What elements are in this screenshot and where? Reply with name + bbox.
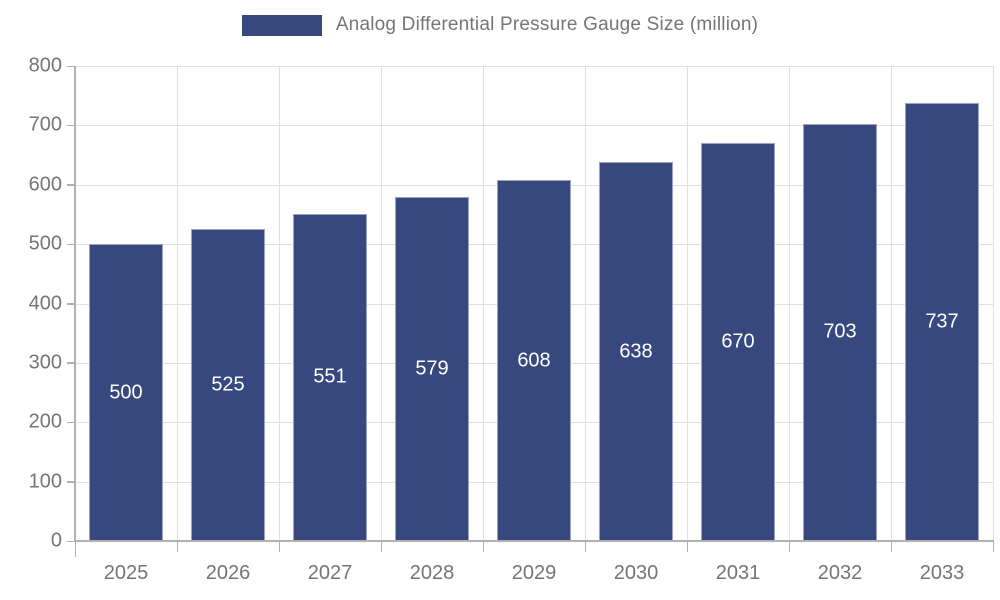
bar: 525 (191, 229, 265, 541)
x-tick-label: 2029 (511, 562, 557, 584)
y-tick-label: 600 (28, 173, 62, 196)
gridline-vertical (585, 66, 586, 541)
x-tick-label: 2033 (919, 562, 965, 584)
x-tick (176, 541, 178, 552)
gridline-vertical (177, 66, 178, 541)
y-tick (67, 303, 75, 305)
bar: 703 (803, 123, 877, 541)
y-tick (67, 481, 75, 483)
y-tick-label: 200 (28, 410, 62, 433)
legend: Analog Differential Pressure Gauge Size … (0, 14, 1000, 36)
y-tick (67, 243, 75, 246)
bar-value-label: 525 (211, 373, 245, 396)
y-tick-label: 700 (28, 113, 62, 136)
x-tick-label: 2026 (205, 562, 251, 584)
bar-value-label: 608 (517, 349, 551, 371)
bar-value-label: 737 (925, 310, 959, 333)
y-tick (67, 65, 75, 67)
bar-value-label: 500 (109, 381, 143, 404)
x-tick-label: 2030 (613, 562, 659, 584)
x-tick (584, 541, 586, 552)
bar: 638 (599, 162, 673, 541)
y-tick-label: 400 (28, 292, 62, 314)
legend-label: Analog Differential Pressure Gauge Size … (335, 14, 759, 35)
bar-value-label: 638 (619, 340, 653, 363)
gridline-horizontal (75, 125, 993, 127)
legend-swatch (241, 14, 322, 36)
x-tick-label: 2031 (715, 562, 761, 584)
bar: 500 (89, 244, 163, 541)
bar: 579 (395, 197, 469, 541)
bar: 737 (905, 103, 979, 541)
bar-value-label: 579 (415, 357, 449, 380)
y-tick (67, 362, 75, 364)
x-tick (482, 541, 484, 552)
bar-value-label: 703 (823, 320, 857, 343)
x-tick-label: 2032 (817, 562, 863, 584)
y-tick-label: 0 (50, 529, 62, 552)
bar: 608 (497, 180, 571, 541)
x-tick (992, 541, 994, 552)
y-tick-label: 800 (28, 54, 62, 77)
y-tick (67, 124, 75, 127)
x-tick (380, 541, 382, 552)
x-tick-label: 2027 (307, 562, 353, 584)
x-tick-label: 2025 (103, 562, 149, 584)
y-tick (67, 540, 75, 542)
gridline-vertical (687, 66, 688, 541)
x-tick (74, 541, 76, 557)
y-tick (67, 184, 75, 186)
x-tick-label: 2028 (409, 562, 455, 584)
gridline-vertical (483, 66, 484, 541)
gridline-vertical (993, 66, 994, 541)
x-tick (278, 541, 280, 552)
x-tick (890, 541, 892, 552)
y-tick-label: 300 (28, 351, 62, 374)
y-tick (67, 421, 75, 424)
bar: 551 (293, 213, 367, 541)
gridline-vertical (789, 66, 790, 541)
gridline-vertical (381, 66, 382, 541)
gridline-vertical (891, 66, 892, 541)
bar-value-label: 551 (313, 365, 347, 388)
bar: 670 (701, 143, 775, 541)
x-axis-line (74, 540, 994, 542)
y-tick-label: 500 (28, 232, 62, 255)
y-axis-line (74, 66, 76, 541)
gridline-horizontal (75, 66, 993, 67)
y-tick-label: 100 (28, 470, 62, 493)
x-tick (686, 541, 688, 552)
gridline-vertical (279, 66, 280, 541)
bar-value-label: 670 (721, 330, 755, 353)
x-tick (788, 541, 790, 552)
